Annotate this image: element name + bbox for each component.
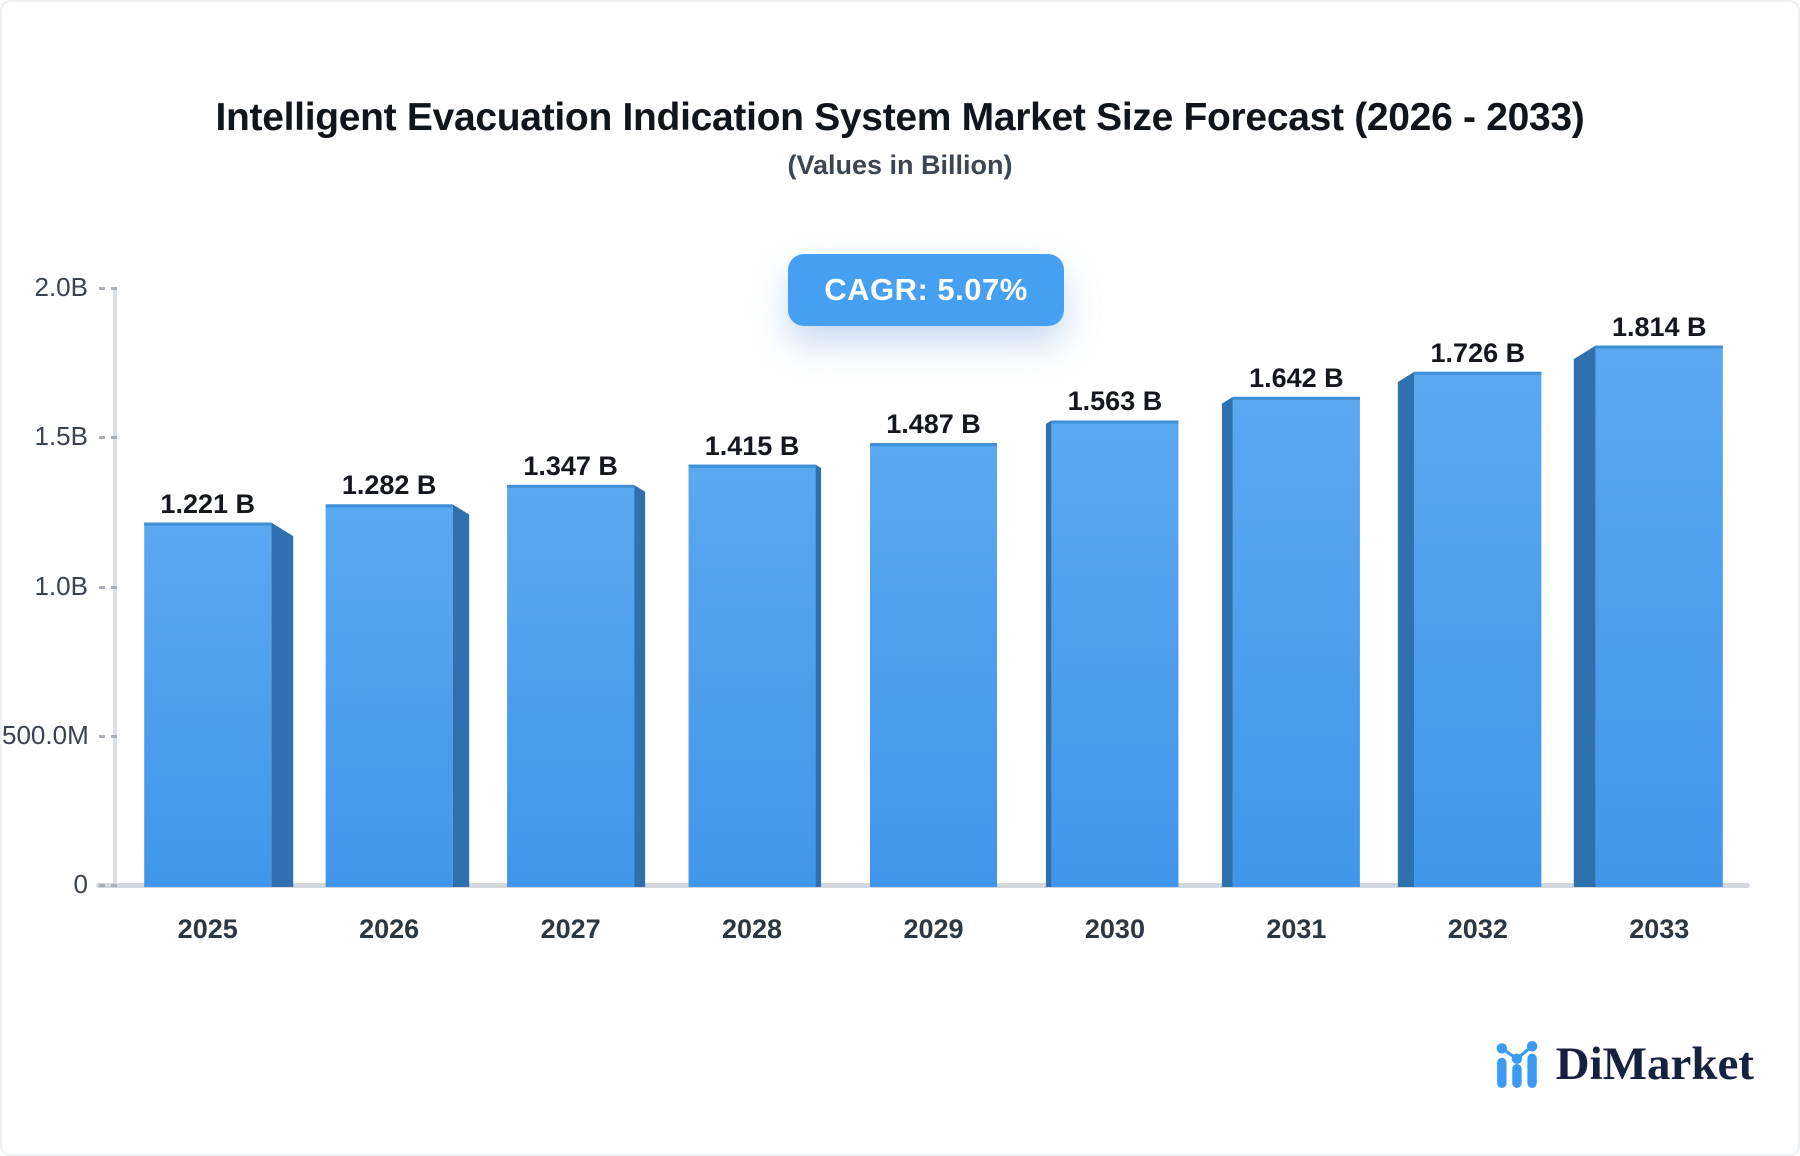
- bar-2029[interactable]: [870, 443, 997, 887]
- cagr-badge-label: CAGR: 5.07%: [824, 272, 1028, 307]
- bar-value-label: 1.563 B: [1067, 386, 1163, 417]
- x-axis-label-2026: 2026: [359, 914, 420, 944]
- bar-2025[interactable]: [144, 522, 294, 887]
- bar-2026[interactable]: [325, 504, 470, 887]
- y-axis-label: 0: [73, 869, 88, 899]
- bar-value-label: 1.415 B: [704, 430, 800, 461]
- bar-2030[interactable]: [1045, 420, 1179, 887]
- bar-value-label: 1.221 B: [160, 488, 256, 519]
- bar-value-label: 1.347 B: [523, 450, 618, 481]
- x-axis-label-2027: 2027: [540, 914, 601, 944]
- x-axis-label-2028: 2028: [722, 914, 783, 944]
- y-axis-label: 1.5B: [34, 421, 89, 452]
- y-axis-tick: [99, 287, 117, 290]
- x-axis-label-2025: 2025: [177, 914, 238, 944]
- brand-bars-icon: [1496, 1041, 1537, 1088]
- y-axis-label: 2.0B: [34, 272, 89, 302]
- bar-2028[interactable]: [688, 464, 822, 887]
- y-axis-tick: [99, 884, 117, 887]
- bar-value-label: 1.642 B: [1249, 362, 1344, 393]
- brand-logo: DiMarket: [1495, 1040, 1754, 1088]
- y-axis-tick: [99, 436, 117, 440]
- chart-title: Intelligent Evacuation Indication System…: [215, 96, 1585, 139]
- y-axis-tick: [99, 585, 117, 589]
- brand-name: DiMarket: [1555, 1037, 1754, 1090]
- bar-2033[interactable]: [1573, 345, 1723, 887]
- y-axis-label: 500.0M: [2, 719, 89, 750]
- chart-subtitle: (Values in Billion): [787, 150, 1013, 180]
- y-axis-label: 1.0B: [34, 570, 89, 601]
- bar-value-label: 1.487 B: [886, 409, 981, 440]
- x-axis-label-2033: 2033: [1629, 914, 1690, 944]
- bar-value-label: 1.726 B: [1430, 337, 1526, 368]
- bar-value-label: 1.814 B: [1611, 311, 1707, 342]
- bar-value-label: 1.282 B: [341, 470, 437, 501]
- bar-2027[interactable]: [507, 484, 646, 887]
- bar-2031[interactable]: [1221, 396, 1360, 887]
- bars-plot-area: [144, 345, 1723, 887]
- cagr-badge: CAGR: 5.07%: [788, 254, 1064, 326]
- x-axis-label-2031: 2031: [1266, 914, 1327, 944]
- x-axis-label-2032: 2032: [1447, 914, 1508, 944]
- bar-2032[interactable]: [1397, 371, 1542, 887]
- y-axis-tick: [99, 734, 117, 738]
- x-axis-label-2030: 2030: [1084, 914, 1145, 944]
- x-axis-label-2029: 2029: [903, 914, 964, 944]
